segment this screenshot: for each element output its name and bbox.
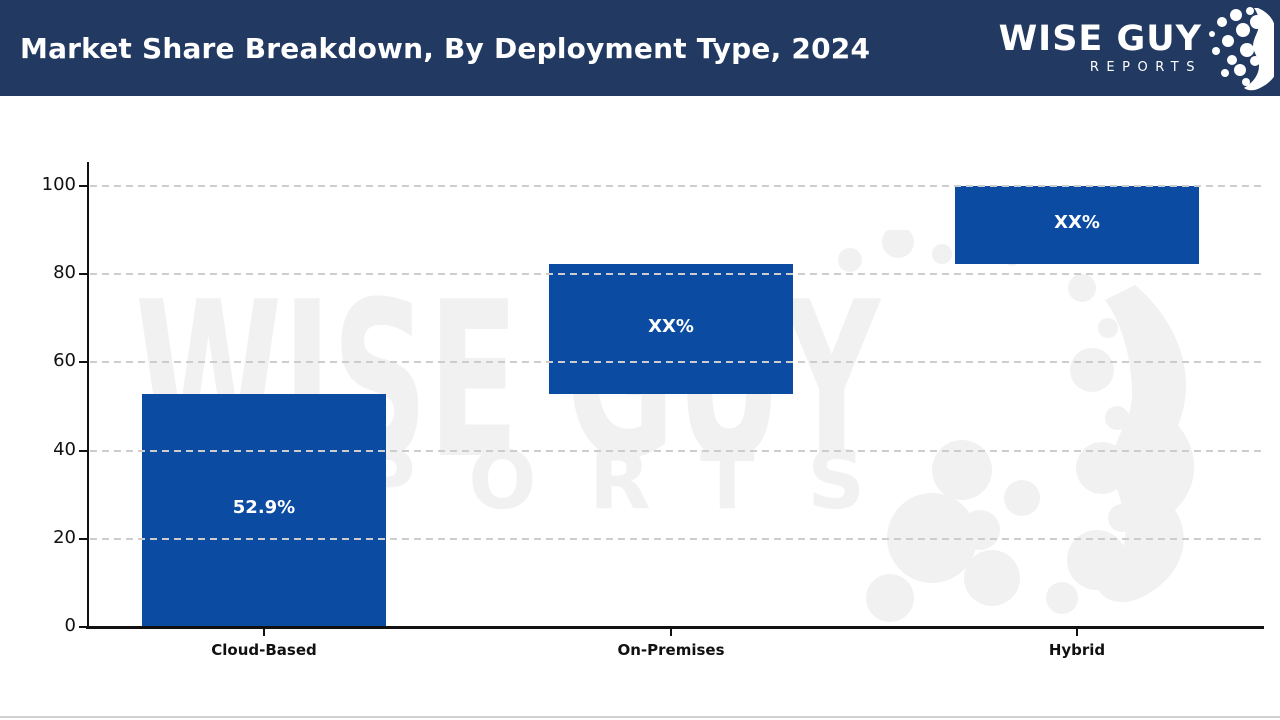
y-tick [79, 185, 88, 187]
brand-name: WISE GUY [998, 19, 1202, 59]
gridline [90, 449, 1262, 452]
gridline [90, 273, 1262, 276]
y-tick-label: 60 [53, 350, 76, 372]
gridline [90, 185, 1262, 187]
y-tick [79, 361, 88, 364]
y-axis-line [87, 162, 89, 629]
brand-logo-text: WISE GUY REPORTS [998, 19, 1202, 75]
y-tick [79, 449, 88, 452]
bar [955, 186, 1199, 265]
y-tick-label: 20 [53, 526, 76, 548]
bar [142, 393, 386, 627]
gridline [90, 537, 1262, 540]
bar-value-label: XX% [1054, 212, 1100, 234]
category-label: Cloud-Based [211, 641, 317, 659]
bar [549, 264, 793, 394]
category-label: On-Premises [617, 641, 725, 659]
chart-title: Market Share Breakdown, By Deployment Ty… [20, 31, 871, 65]
y-tick [79, 537, 88, 540]
brand-face-icon [1209, 7, 1274, 91]
brand-logo: WISE GUY REPORTS [999, 2, 1274, 94]
y-tick-label: 40 [53, 438, 76, 460]
header: Market Share Breakdown, By Deployment Ty… [0, 0, 1280, 96]
y-tick [79, 273, 88, 276]
x-tick [1076, 629, 1078, 636]
gridline [90, 361, 1262, 364]
y-tick-label: 0 [64, 615, 76, 636]
bar-value-label: 52.9% [232, 497, 296, 519]
x-tick [263, 629, 265, 636]
footer-divider [0, 716, 1280, 718]
y-tick [79, 626, 88, 628]
y-tick-label: 100 [41, 174, 76, 195]
category-label: Hybrid [1048, 641, 1106, 659]
brand-subtitle: REPORTS [1089, 60, 1202, 75]
x-axis-line [86, 626, 1264, 629]
x-tick [670, 629, 672, 636]
y-tick-label: 80 [53, 262, 76, 284]
bar-value-label: XX% [648, 315, 694, 337]
